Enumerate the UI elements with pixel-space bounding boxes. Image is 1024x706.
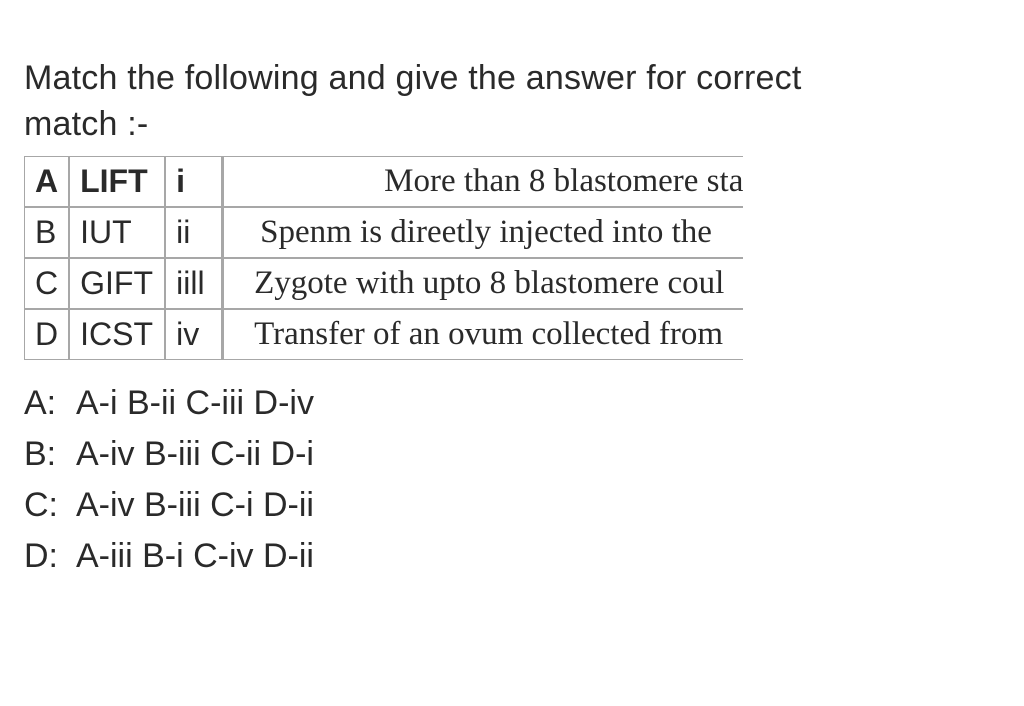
table-row: D ICST iv Transfer of an ovum collected …: [24, 309, 743, 360]
row-letter: B: [24, 207, 69, 258]
row-description: Spenm is direetly injected into the: [223, 207, 743, 258]
option-text: A-i B-ii C-iii D-iv: [76, 378, 314, 429]
option-label: B:: [24, 429, 76, 480]
row-letter: D: [24, 309, 69, 360]
option-a[interactable]: A: A-i B-ii C-iii D-iv: [24, 378, 1024, 429]
row-number: ii: [165, 207, 223, 258]
row-number: iill: [165, 258, 223, 309]
option-text: A-iv B-iii C-i D-ii: [76, 480, 314, 531]
row-description: More than 8 blastomere sta: [223, 156, 743, 207]
row-number: iv: [165, 309, 223, 360]
row-letter: C: [24, 258, 69, 309]
row-term: GIFT: [69, 258, 165, 309]
row-description: Transfer of an ovum collected from: [223, 309, 743, 360]
match-table: A LIFT i More than 8 blastomere sta B IU…: [24, 156, 743, 360]
row-letter: A: [24, 156, 69, 207]
option-c[interactable]: C: A-iv B-iii C-i D-ii: [24, 480, 1024, 531]
option-text: A-iii B-i C-iv D-ii: [76, 531, 314, 582]
question-prompt: Match the following and give the answer …: [24, 56, 1024, 148]
option-text: A-iv B-iii C-ii D-i: [76, 429, 314, 480]
row-number: i: [165, 156, 223, 207]
question-line1: Match the following and give the answer …: [24, 59, 801, 97]
table-row: C GIFT iill Zygote with upto 8 blastomer…: [24, 258, 743, 309]
question-line2: match :-: [24, 105, 148, 143]
option-label: D:: [24, 531, 76, 582]
row-term: LIFT: [69, 156, 165, 207]
table-row: A LIFT i More than 8 blastomere sta: [24, 156, 743, 207]
option-label: A:: [24, 378, 76, 429]
table-row: B IUT ii Spenm is direetly injected into…: [24, 207, 743, 258]
option-b[interactable]: B: A-iv B-iii C-ii D-i: [24, 429, 1024, 480]
option-d[interactable]: D: A-iii B-i C-iv D-ii: [24, 531, 1024, 582]
row-term: ICST: [69, 309, 165, 360]
row-term: IUT: [69, 207, 165, 258]
answer-options: A: A-i B-ii C-iii D-iv B: A-iv B-iii C-i…: [24, 378, 1024, 582]
row-description: Zygote with upto 8 blastomere coul: [223, 258, 743, 309]
option-label: C:: [24, 480, 76, 531]
